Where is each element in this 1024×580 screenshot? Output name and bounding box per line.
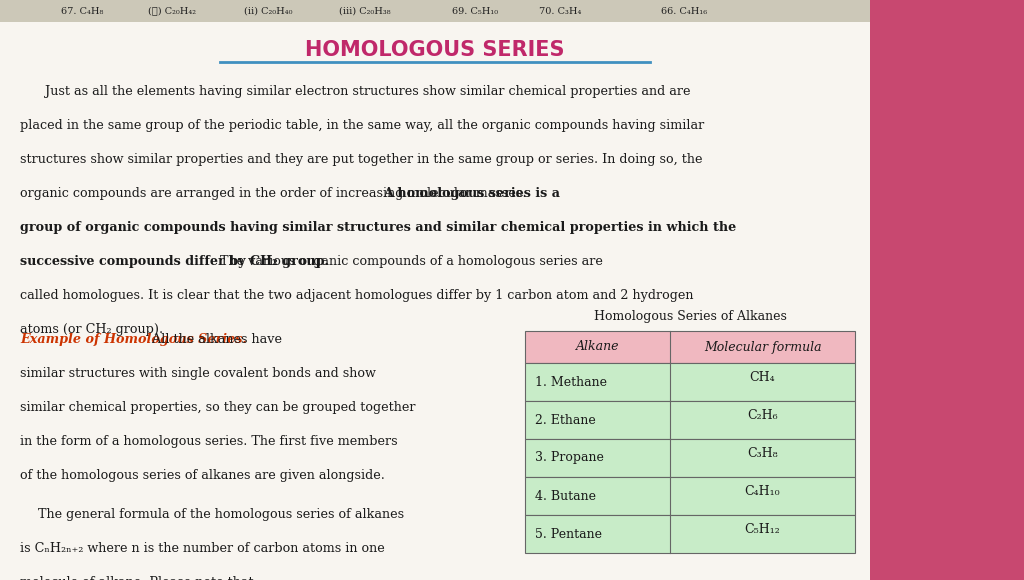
Bar bbox=[525, 439, 855, 477]
Text: Example of Homologous Series.: Example of Homologous Series. bbox=[20, 333, 247, 346]
Text: organic compounds are arranged in the order of increasing molecular masses.: organic compounds are arranged in the or… bbox=[20, 187, 530, 200]
Text: Homologous Series of Alkanes: Homologous Series of Alkanes bbox=[594, 310, 786, 323]
Text: C₄H₁₀: C₄H₁₀ bbox=[744, 485, 780, 498]
Text: The general formula of the homologous series of alkanes: The general formula of the homologous se… bbox=[38, 508, 404, 521]
Text: C₃H₈: C₃H₈ bbox=[748, 447, 778, 460]
Bar bbox=[525, 363, 855, 401]
Text: atoms (or CH₂ group).: atoms (or CH₂ group). bbox=[20, 323, 163, 336]
Bar bbox=[525, 401, 855, 439]
Text: A homologous series is a: A homologous series is a bbox=[384, 187, 560, 200]
Text: (ℓ) C₂₀H₄₂: (ℓ) C₂₀H₄₂ bbox=[147, 6, 196, 16]
Text: C₂H₆: C₂H₆ bbox=[748, 409, 778, 422]
Bar bbox=[525, 515, 855, 553]
Text: 3. Propane: 3. Propane bbox=[535, 451, 604, 465]
Text: 4. Butane: 4. Butane bbox=[535, 490, 596, 502]
Text: placed in the same group of the periodic table, in the same way, all the organic: placed in the same group of the periodic… bbox=[20, 119, 705, 132]
Bar bbox=[525, 477, 855, 515]
Text: 66. C₄H₁₆: 66. C₄H₁₆ bbox=[662, 6, 708, 16]
Text: is CₙH₂ₙ₊₂ where n is the number of carbon atoms in one: is CₙH₂ₙ₊₂ where n is the number of carb… bbox=[20, 542, 385, 555]
Text: 69. C₅H₁₀: 69. C₅H₁₀ bbox=[453, 6, 499, 16]
Bar bbox=[525, 331, 855, 363]
Text: HOMOLOGOUS SERIES: HOMOLOGOUS SERIES bbox=[305, 40, 565, 60]
Text: similar structures with single covalent bonds and show: similar structures with single covalent … bbox=[20, 367, 376, 380]
Text: 67. C₄H₈: 67. C₄H₈ bbox=[60, 6, 103, 16]
Text: 1. Methane: 1. Methane bbox=[535, 375, 607, 389]
Text: Just as all the elements having similar electron structures show similar chemica: Just as all the elements having similar … bbox=[45, 85, 690, 98]
Text: CH₄: CH₄ bbox=[750, 371, 775, 384]
Text: called homologues. It is clear that the two adjacent homologues differ by 1 carb: called homologues. It is clear that the … bbox=[20, 289, 693, 302]
Text: The various organic compounds of a homologous series are: The various organic compounds of a homol… bbox=[216, 255, 603, 268]
Text: C₅H₁₂: C₅H₁₂ bbox=[744, 523, 780, 536]
Text: molecule of alkane. Please note that :: molecule of alkane. Please note that : bbox=[20, 576, 262, 580]
Text: Molecular formula: Molecular formula bbox=[703, 340, 821, 353]
Bar bbox=[0, 0, 870, 22]
Text: (ii) C₂₀H₄₀: (ii) C₂₀H₄₀ bbox=[244, 6, 292, 16]
Text: in the form of a homologous series. The first five members: in the form of a homologous series. The … bbox=[20, 435, 397, 448]
Text: 70. C₃H₄: 70. C₃H₄ bbox=[540, 6, 582, 16]
Text: 2. Ethane: 2. Ethane bbox=[535, 414, 596, 426]
Text: of the homologous series of alkanes are given alongside.: of the homologous series of alkanes are … bbox=[20, 469, 385, 482]
Text: 5. Pentane: 5. Pentane bbox=[535, 527, 602, 541]
Text: structures show similar properties and they are put together in the same group o: structures show similar properties and t… bbox=[20, 153, 702, 166]
Bar bbox=[870, 0, 1024, 580]
Text: successive compounds differ by CH₂ group.: successive compounds differ by CH₂ group… bbox=[20, 255, 329, 268]
Text: (iii) C₂₀H₃₈: (iii) C₂₀H₃₈ bbox=[339, 6, 391, 16]
Text: Alkane: Alkane bbox=[575, 340, 620, 353]
Text: similar chemical properties, so they can be grouped together: similar chemical properties, so they can… bbox=[20, 401, 416, 414]
Text: All the alkanes have: All the alkanes have bbox=[147, 333, 282, 346]
Text: group of organic compounds having similar structures and similar chemical proper: group of organic compounds having simila… bbox=[20, 221, 736, 234]
